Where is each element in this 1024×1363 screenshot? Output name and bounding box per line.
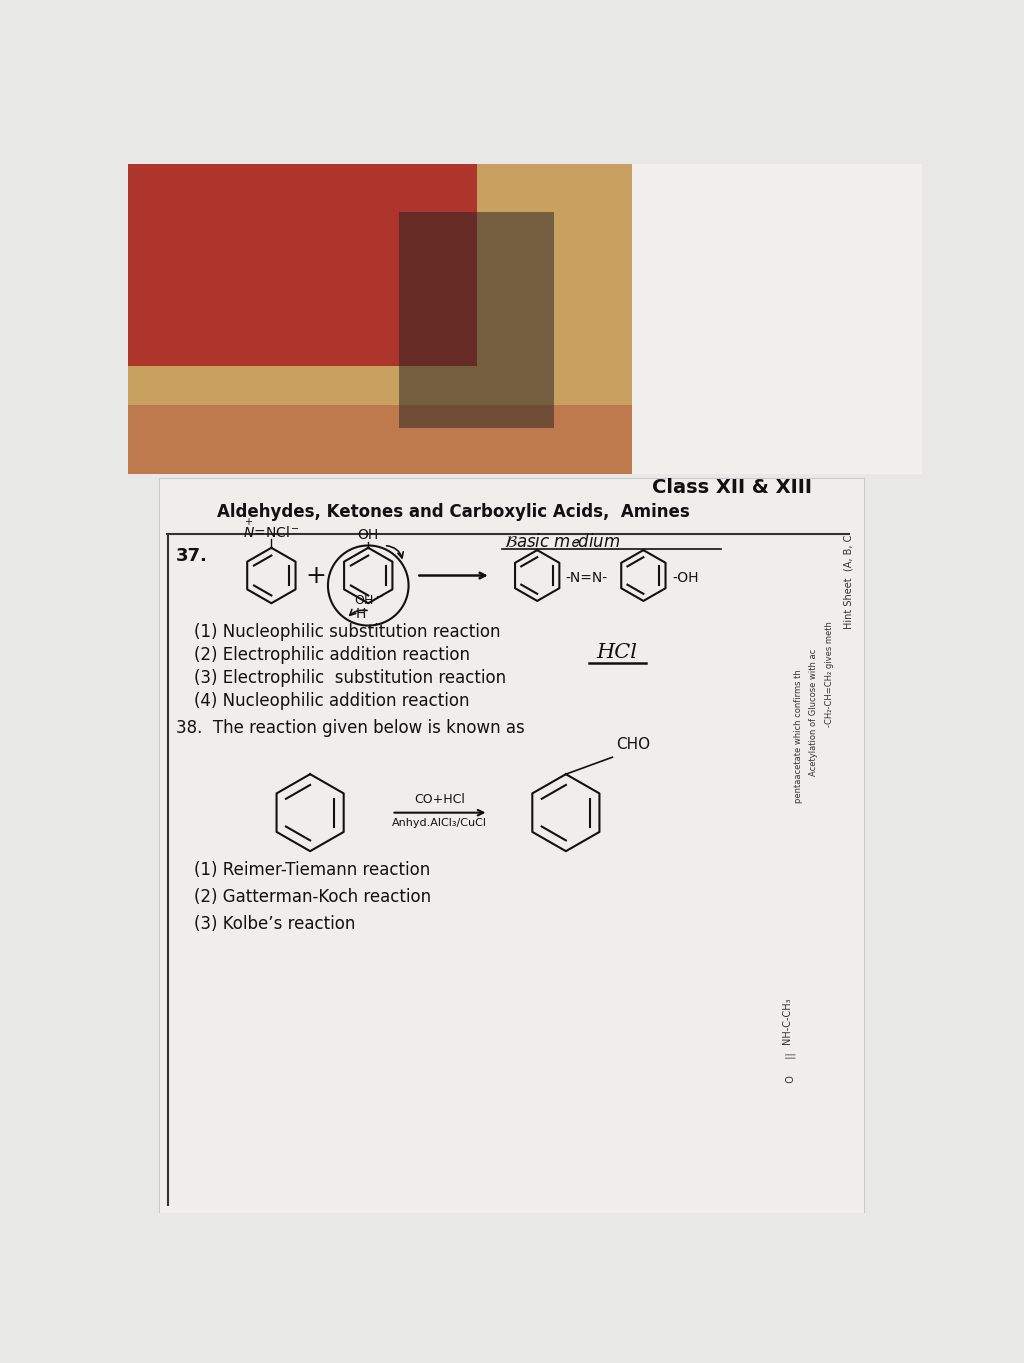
Text: OH$^-$: OH$^-$: [353, 594, 383, 607]
Text: (3) Kolbe’s reaction: (3) Kolbe’s reaction: [194, 916, 355, 934]
Polygon shape: [128, 474, 922, 1213]
Polygon shape: [632, 164, 922, 1213]
Text: (1) Reimer-Tiemann reaction: (1) Reimer-Tiemann reaction: [194, 861, 430, 879]
Text: Aldehydes, Ketones and Carboxylic Acids,  Amines: Aldehydes, Ketones and Carboxylic Acids,…: [217, 503, 690, 522]
Polygon shape: [128, 405, 922, 481]
Text: HCl: HCl: [596, 643, 637, 662]
Text: Acetylation of Glucose with ac: Acetylation of Glucose with ac: [809, 649, 818, 776]
Text: -CH₂-CH=CH₂ gives meth: -CH₂-CH=CH₂ gives meth: [825, 622, 834, 726]
Text: Hint Sheet  (A, B, C: Hint Sheet (A, B, C: [844, 534, 854, 628]
Text: CO+HCl: CO+HCl: [414, 793, 465, 806]
Text: Class XII & XIII: Class XII & XIII: [652, 478, 812, 497]
Text: Anhyd.AlCl₃/CuCl: Anhyd.AlCl₃/CuCl: [392, 818, 487, 829]
Text: (3) Electrophilic  substitution reaction: (3) Electrophilic substitution reaction: [194, 669, 506, 687]
Text: 38.  The reaction given below is known as: 38. The reaction given below is known as: [176, 718, 524, 737]
Text: ||: ||: [785, 1052, 796, 1066]
Text: $\mathcal{B}$asic m$\mathcal{e}$dium: $\mathcal{B}$asic m$\mathcal{e}$dium: [504, 533, 621, 551]
Text: (1) Nucleophilic substitution reaction: (1) Nucleophilic substitution reaction: [194, 623, 501, 641]
Text: (4) Nucleophilic addition reaction: (4) Nucleophilic addition reaction: [194, 692, 469, 710]
Text: (2) Gatterman-Koch reaction: (2) Gatterman-Koch reaction: [194, 889, 431, 906]
Text: -N=N-: -N=N-: [566, 571, 608, 585]
Text: OH: OH: [357, 527, 379, 541]
Polygon shape: [128, 164, 477, 367]
Polygon shape: [399, 213, 554, 428]
Text: -OH: -OH: [672, 571, 698, 585]
Text: NH-C-CH₃: NH-C-CH₃: [781, 998, 792, 1044]
Text: O: O: [785, 1075, 796, 1089]
Text: pentaacetate which confirms th: pentaacetate which confirms th: [794, 669, 803, 803]
Text: 37.: 37.: [176, 548, 208, 566]
Polygon shape: [128, 164, 922, 481]
Text: H: H: [355, 607, 366, 622]
Text: +: +: [305, 563, 326, 587]
Polygon shape: [159, 477, 864, 1213]
Text: (2) Electrophilic addition reaction: (2) Electrophilic addition reaction: [194, 646, 470, 664]
Text: CHO: CHO: [616, 737, 650, 752]
Text: $\overset{+}{N}$=NCl$^-$: $\overset{+}{N}$=NCl$^-$: [243, 517, 300, 541]
